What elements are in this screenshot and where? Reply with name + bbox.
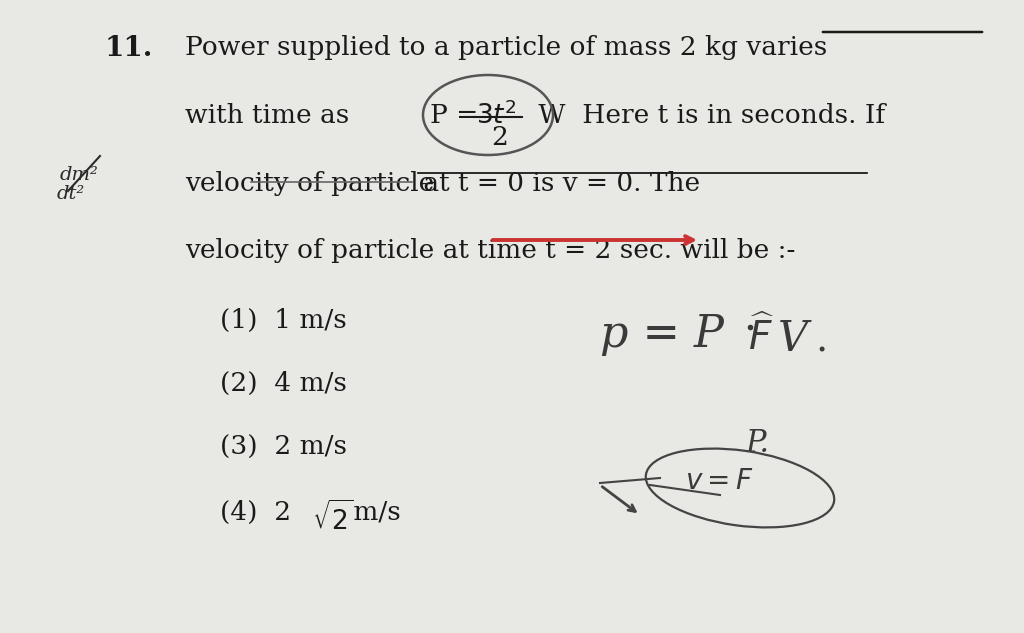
Text: $\sqrt{2}$: $\sqrt{2}$ — [312, 500, 353, 535]
Text: with time as: with time as — [185, 103, 357, 128]
Text: P =: P = — [430, 103, 486, 128]
Text: m/s: m/s — [345, 500, 400, 525]
Text: (1)  1 m/s: (1) 1 m/s — [220, 308, 347, 333]
Text: velocity of particle at time t = 2 sec. will be :-: velocity of particle at time t = 2 sec. … — [185, 238, 796, 263]
Text: velocity of particle: velocity of particle — [185, 171, 434, 196]
Text: at t = 0 is v = 0. The: at t = 0 is v = 0. The — [415, 171, 700, 196]
Text: P.: P. — [745, 428, 769, 459]
Text: 2: 2 — [490, 125, 508, 150]
Text: Power supplied to a particle of mass 2 kg varies: Power supplied to a particle of mass 2 k… — [185, 35, 827, 60]
Text: (3)  2 m/s: (3) 2 m/s — [220, 435, 347, 460]
Text: 11.: 11. — [105, 35, 154, 62]
Text: $3t^2$: $3t^2$ — [476, 101, 517, 130]
Text: dm²: dm² — [60, 166, 99, 184]
Text: (2)  4 m/s: (2) 4 m/s — [220, 371, 347, 396]
Text: V: V — [778, 318, 808, 360]
Text: W  Here t is in seconds. If: W Here t is in seconds. If — [530, 103, 885, 128]
Text: .: . — [815, 323, 827, 360]
Text: (4)  2: (4) 2 — [220, 500, 291, 525]
Text: p = P: p = P — [600, 313, 724, 356]
Text: $v = F$: $v = F$ — [685, 468, 754, 495]
Text: $\widehat{F}$: $\widehat{F}$ — [748, 315, 775, 358]
Text: dt²: dt² — [57, 185, 85, 203]
